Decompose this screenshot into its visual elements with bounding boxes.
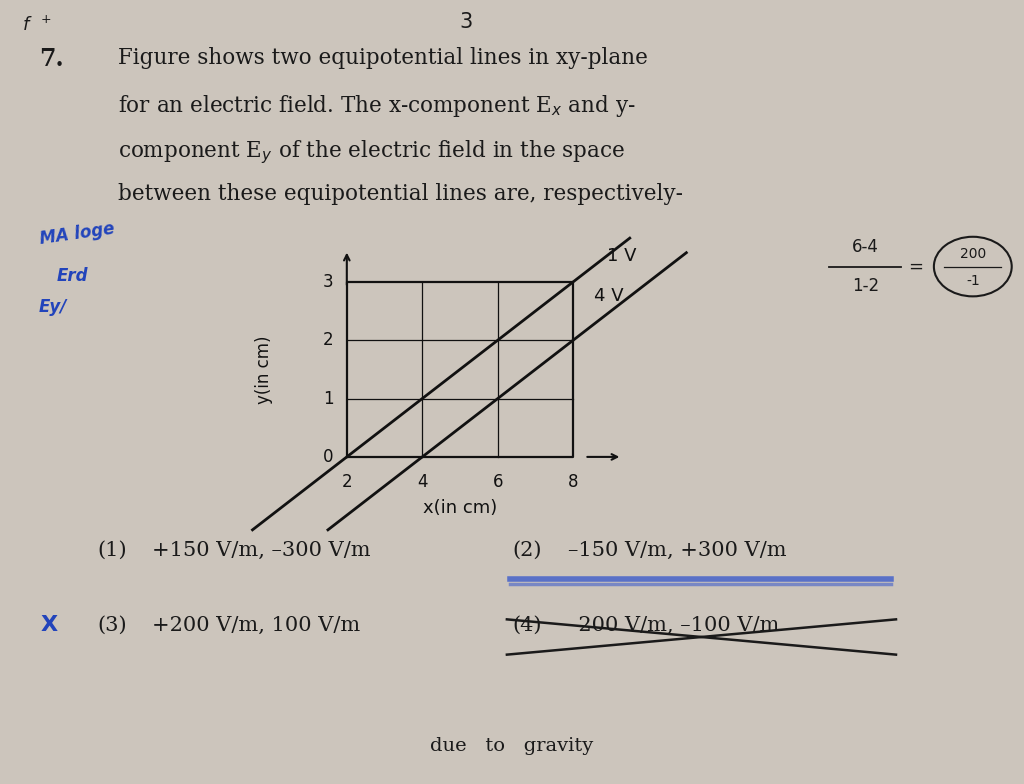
Text: 1 V: 1 V: [607, 247, 637, 265]
Text: component E$_y$ of the electric field in the space: component E$_y$ of the electric field in…: [118, 138, 625, 165]
Text: 7.: 7.: [39, 47, 63, 71]
Text: x(in cm): x(in cm): [423, 499, 497, 517]
Text: between these equipotential lines are, respectively-: between these equipotential lines are, r…: [118, 183, 683, 205]
Text: 2: 2: [323, 331, 334, 349]
Text: +: +: [41, 13, 51, 27]
Text: MA loge: MA loge: [39, 220, 116, 248]
Text: f: f: [23, 16, 29, 34]
Text: 4: 4: [417, 474, 427, 492]
Text: =: =: [908, 258, 924, 275]
Text: X: X: [41, 615, 58, 636]
Text: Erd: Erd: [56, 267, 88, 285]
Text: (3): (3): [97, 615, 127, 634]
Text: Ey/: Ey/: [39, 298, 68, 316]
Text: –150 V/m, +300 V/m: –150 V/m, +300 V/m: [568, 541, 787, 560]
Text: 1: 1: [323, 390, 334, 408]
Text: +150 V/m, –300 V/m: +150 V/m, –300 V/m: [152, 541, 371, 560]
Text: 1-2: 1-2: [852, 278, 879, 295]
Text: 6-4: 6-4: [852, 238, 879, 256]
Text: 200: 200: [959, 247, 986, 261]
Text: (2): (2): [512, 541, 542, 560]
Text: Figure shows two equipotential lines in xy-plane: Figure shows two equipotential lines in …: [118, 47, 647, 69]
Text: 3: 3: [323, 273, 334, 291]
Text: 8: 8: [568, 474, 579, 492]
Text: 6: 6: [493, 474, 503, 492]
Text: 2: 2: [341, 474, 352, 492]
Text: 3: 3: [460, 12, 472, 32]
Text: 0: 0: [324, 448, 334, 466]
Text: 4 V: 4 V: [594, 288, 624, 306]
Text: –200 V/m, –100 V/m: –200 V/m, –100 V/m: [568, 615, 779, 634]
Text: due   to   gravity: due to gravity: [430, 737, 594, 755]
Text: y(in cm): y(in cm): [255, 335, 272, 404]
Text: +200 V/m, 100 V/m: +200 V/m, 100 V/m: [152, 615, 359, 634]
Text: (4): (4): [512, 615, 542, 634]
Text: for an electric field. The x-component E$_x$ and y-: for an electric field. The x-component E…: [118, 93, 635, 118]
Text: -1: -1: [966, 274, 980, 288]
Text: (1): (1): [97, 541, 127, 560]
